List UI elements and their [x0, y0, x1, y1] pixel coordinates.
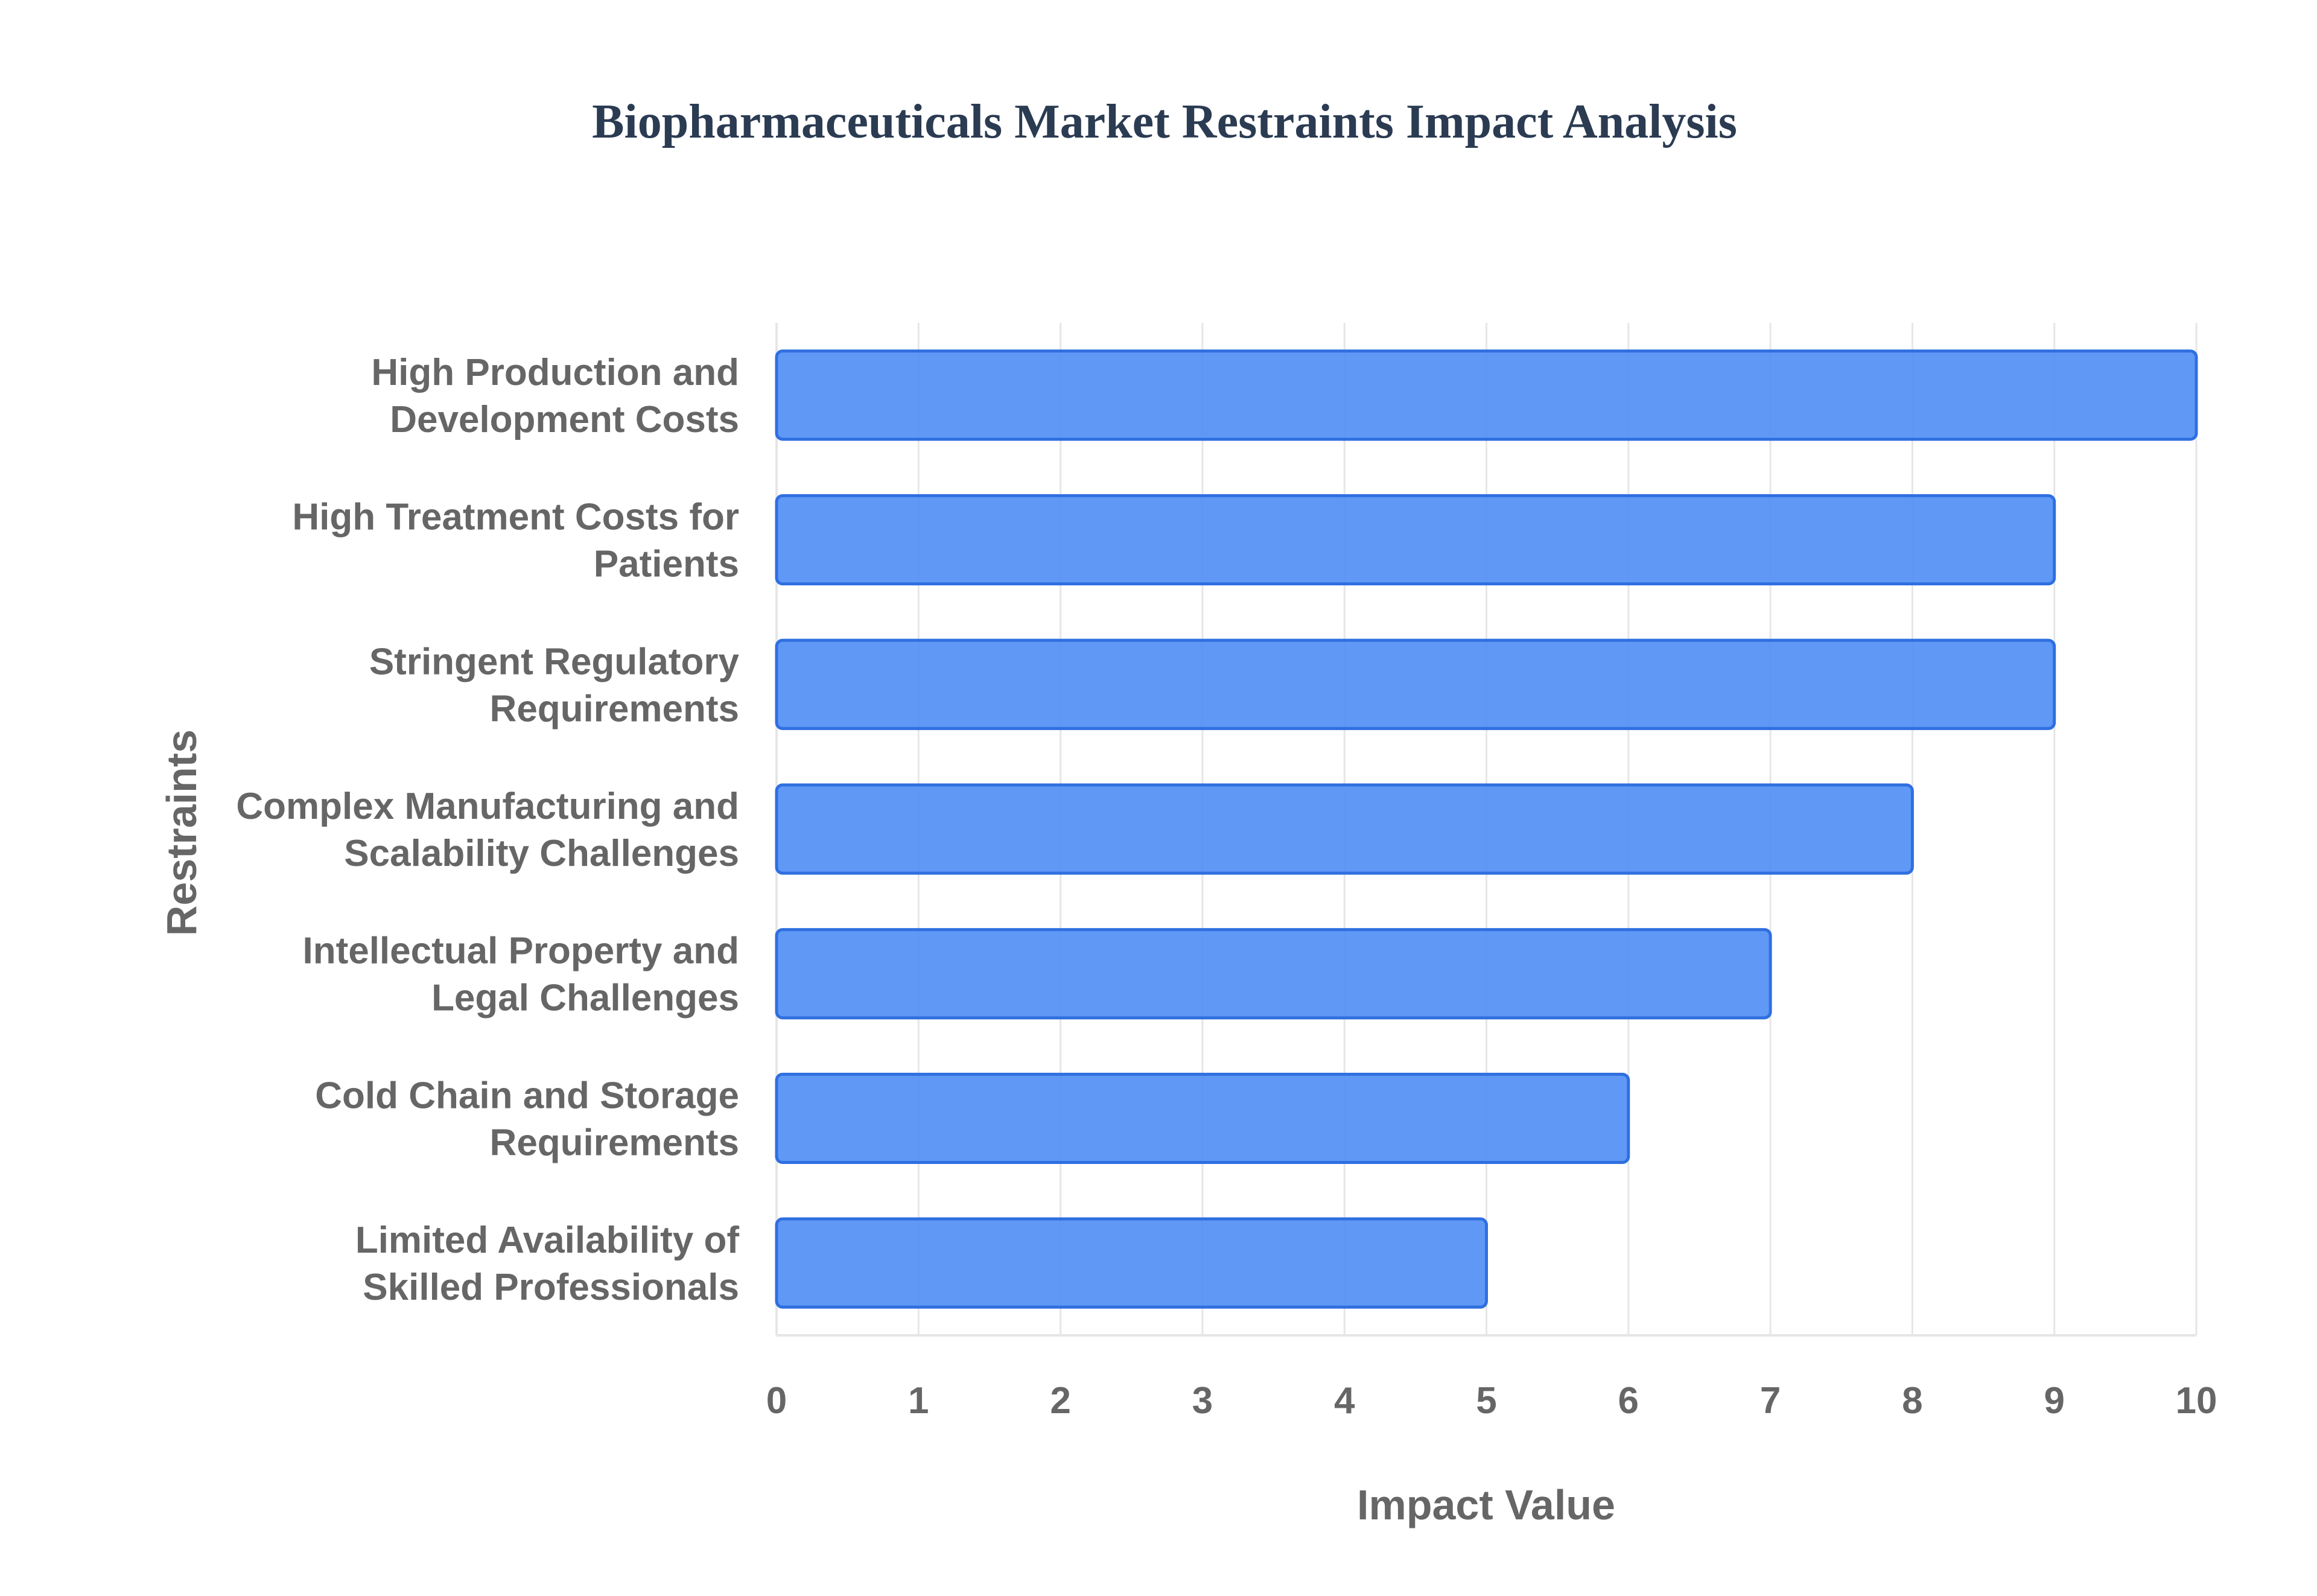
y-axis-title: Restraints: [158, 730, 205, 936]
x-axis-title: Impact Value: [1357, 1481, 1615, 1528]
x-tick-label: 10: [2176, 1380, 2217, 1422]
bar: [775, 638, 2056, 730]
x-tick-labels: 0 1 2 3 4 5 6 7 8 9 10: [766, 1380, 2217, 1422]
x-tick-label: 8: [1902, 1380, 1922, 1422]
x-tick-label: 3: [1192, 1380, 1213, 1422]
x-tick-label: 2: [1050, 1380, 1070, 1422]
y-tick-label: High Production and Development Costs: [371, 352, 739, 440]
y-tick-label: High Treatment Costs for Patients: [292, 497, 739, 585]
bar: [775, 1072, 1630, 1165]
x-tick-label: 6: [1618, 1380, 1639, 1422]
y-tick-labels: High Production and Development Costs High…: [236, 352, 739, 1308]
x-tick-label: 9: [2044, 1380, 2064, 1422]
bars: [775, 349, 2198, 1309]
bar: [775, 928, 1772, 1020]
x-tick-label: 1: [908, 1380, 929, 1422]
bar: [775, 494, 2056, 586]
x-tick-label: 0: [766, 1380, 787, 1422]
x-tick-label: 4: [1334, 1380, 1355, 1422]
bar: [775, 349, 2198, 441]
x-tick-label: 5: [1476, 1380, 1496, 1422]
x-tick-label: 7: [1760, 1380, 1781, 1422]
y-tick-label: Stringent Regulatory Requirements: [369, 641, 740, 730]
y-tick-label: Limited Availability of Skilled Professio…: [355, 1219, 740, 1308]
y-tick-label: Complex Manufacturing and Scalability Cha…: [236, 786, 739, 874]
y-tick-label: Cold Chain and Storage Requirements: [315, 1075, 739, 1163]
bar: [775, 783, 1914, 875]
bar: [775, 1217, 1488, 1309]
y-tick-label: Intellectual Property and Legal Challenge…: [302, 930, 739, 1019]
chart-title: Biopharmaceuticals Market Restraints Imp…: [592, 95, 1737, 148]
